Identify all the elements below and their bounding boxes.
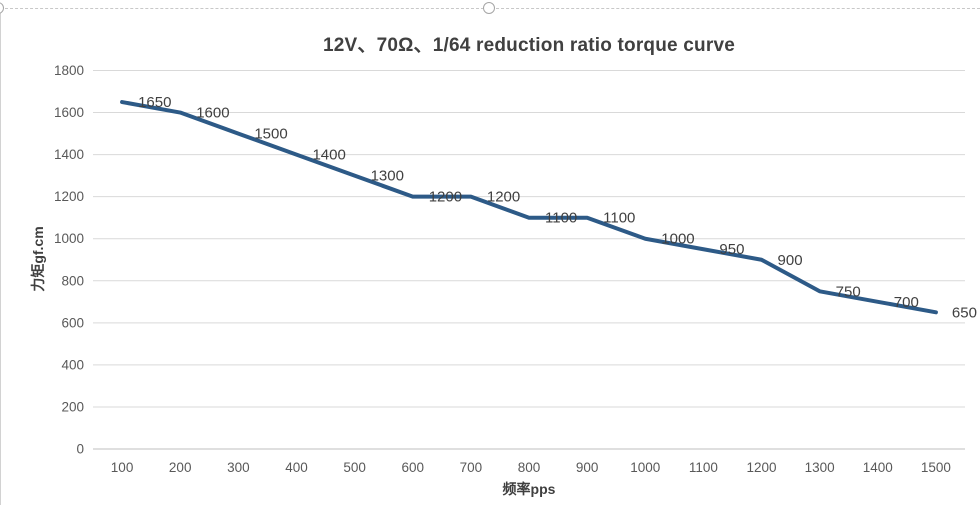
- data-label: 650: [952, 304, 977, 321]
- y-tick-label: 1800: [54, 63, 84, 78]
- data-label: 750: [836, 283, 861, 300]
- data-label: 1650: [138, 94, 171, 111]
- data-label: 1200: [429, 189, 462, 206]
- x-tick-label: 1500: [921, 460, 951, 475]
- data-label: 1400: [312, 147, 345, 164]
- x-tick-label: 900: [576, 460, 599, 475]
- x-tick-label: 600: [401, 460, 424, 475]
- data-label: 1600: [196, 105, 229, 122]
- x-tick-label: 1100: [689, 460, 718, 475]
- y-tick-label: 1000: [54, 231, 84, 246]
- x-tick-label: 400: [285, 460, 308, 475]
- y-tick-label: 800: [61, 273, 84, 288]
- data-label: 950: [719, 241, 744, 258]
- x-tick-label: 1000: [630, 460, 660, 475]
- data-label: 1100: [603, 210, 635, 227]
- y-tick-label: 0: [76, 442, 84, 457]
- x-tick-label: 500: [343, 460, 366, 475]
- x-tick-label: 100: [111, 460, 134, 475]
- y-tick-label: 1400: [54, 147, 84, 162]
- y-tick-label: 1200: [54, 189, 84, 204]
- y-tick-label: 600: [61, 315, 84, 330]
- x-tick-label: 1200: [747, 460, 777, 475]
- resize-handle-top-center[interactable]: [483, 2, 495, 14]
- x-tick-label: 1300: [805, 460, 835, 475]
- data-label: 1000: [661, 231, 694, 248]
- x-tick-label: 700: [460, 460, 483, 475]
- data-label: 1100: [545, 210, 577, 227]
- x-tick-label: 800: [518, 460, 541, 475]
- data-label: 700: [894, 294, 919, 311]
- chart-title[interactable]: 12V、70Ω、1/64 reduction ratio torque curv…: [322, 35, 735, 56]
- data-label: 1200: [487, 189, 520, 206]
- torque-series-line[interactable]: [120, 100, 938, 315]
- data-label: 1300: [371, 168, 404, 185]
- data-label: 1500: [254, 126, 287, 143]
- y-tick-label: 1600: [54, 105, 84, 120]
- x-tick-label: 200: [169, 460, 192, 475]
- x-tick-label: 300: [227, 460, 250, 475]
- x-axis-title[interactable]: 频率pps: [502, 481, 556, 497]
- selection-border-left: [0, 9, 1, 505]
- data-label: 900: [778, 252, 803, 269]
- x-tick-label: 1400: [863, 460, 893, 475]
- y-tick-label: 200: [61, 399, 84, 414]
- y-axis-title[interactable]: 力矩gf.cm: [30, 226, 46, 292]
- y-tick-label: 400: [61, 357, 84, 372]
